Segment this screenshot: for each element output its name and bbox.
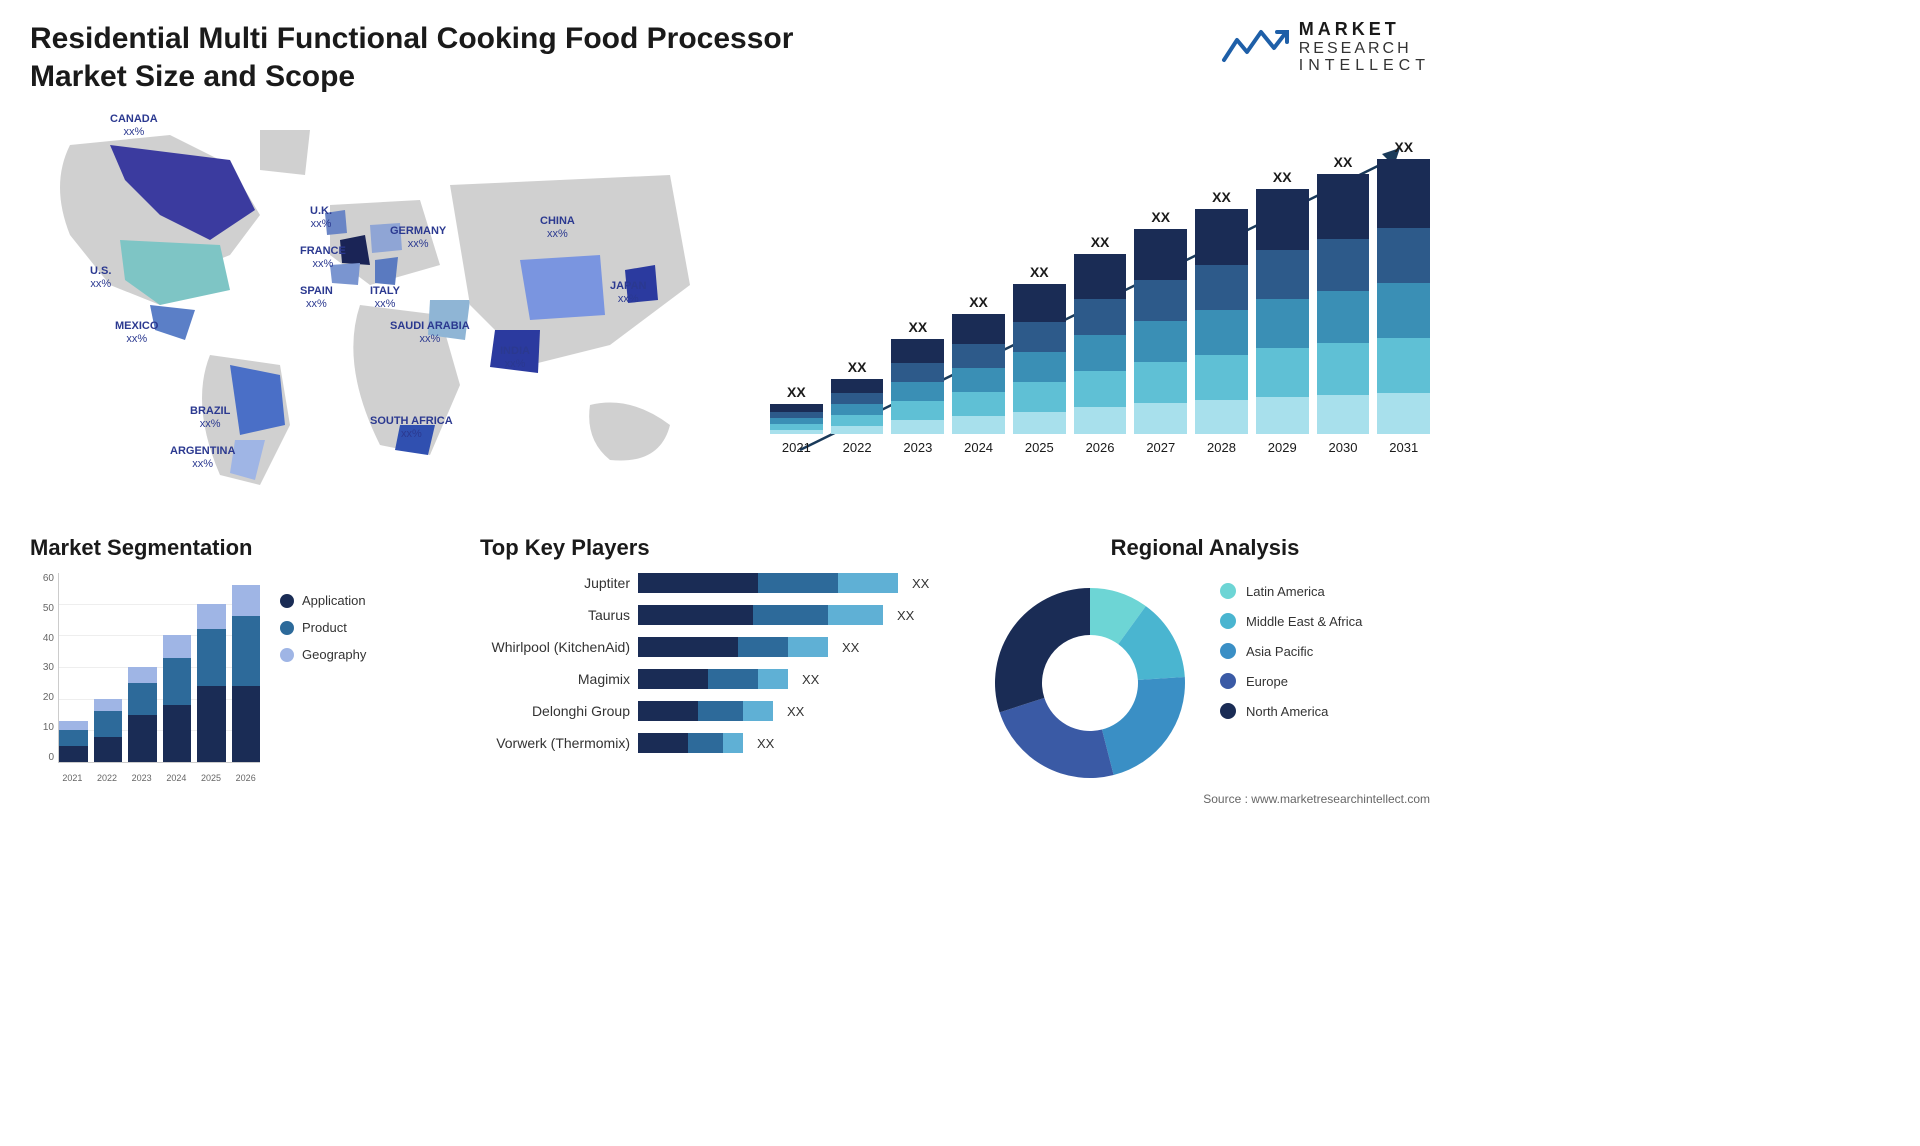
map-label: ARGENTINAxx%	[170, 445, 235, 471]
map-label: MEXICOxx%	[115, 320, 158, 346]
map-label: BRAZILxx%	[190, 405, 230, 431]
growth-bar-chart: XX2021XX2022XX2023XX2024XX2025XX2026XX20…	[770, 105, 1430, 505]
growth-bar: XX2027	[1134, 209, 1187, 455]
player-row: Vorwerk (Thermomix)XX	[480, 733, 950, 753]
players-title: Top Key Players	[480, 535, 950, 561]
growth-bar: XX2030	[1317, 154, 1370, 455]
growth-bar: XX2026	[1074, 234, 1127, 455]
map-label: JAPANxx%	[610, 280, 646, 306]
growth-bar: XX2024	[952, 294, 1005, 455]
map-label: SAUDI ARABIAxx%	[390, 320, 470, 346]
player-row: Delonghi GroupXX	[480, 701, 950, 721]
growth-bar: XX2025	[1013, 264, 1066, 455]
regional-legend-item: Europe	[1220, 673, 1362, 689]
logo-icon	[1219, 20, 1289, 75]
regional-legend-item: Middle East & Africa	[1220, 613, 1362, 629]
growth-bar: XX2022	[831, 359, 884, 455]
source-text: Source : www.marketresearchintellect.com	[1203, 792, 1430, 806]
map-label: SPAINxx%	[300, 285, 333, 311]
map-label: U.S.xx%	[90, 265, 111, 291]
growth-bar: XX2028	[1195, 189, 1248, 455]
map-label: CANADAxx%	[110, 113, 158, 139]
seg-bar	[232, 585, 261, 762]
seg-legend-item: Geography	[280, 647, 366, 662]
regional-legend: Latin America Middle East & Africa Asia Pa…	[1220, 573, 1362, 719]
seg-bar	[94, 699, 123, 762]
regional-panel: Latin America Middle East & Africa Asia Pa…	[980, 573, 1430, 793]
donut-slice	[1000, 698, 1114, 778]
segmentation-chart: 6050403020100 202120222023202420252026	[30, 573, 260, 783]
world-map: CANADAxx% U.S.xx% MEXICOxx% BRAZILxx% ARGENT…	[30, 105, 730, 505]
regional-legend-item: North America	[1220, 703, 1362, 719]
donut-slice	[995, 588, 1090, 712]
seg-legend-item: Application	[280, 593, 366, 608]
regional-title: Regional Analysis	[980, 535, 1430, 561]
seg-bar	[197, 604, 226, 762]
growth-bar: XX2021	[770, 384, 823, 455]
map-label: U.K.xx%	[310, 205, 332, 231]
map-label: CHINAxx%	[540, 215, 575, 241]
map-label: GERMANYxx%	[390, 225, 446, 251]
segmentation-legend: Application Product Geography	[280, 573, 366, 783]
player-row: Whirlpool (KitchenAid)XX	[480, 637, 950, 657]
seg-bar	[59, 721, 88, 762]
map-label: INDIAxx%	[500, 345, 530, 371]
brand-logo: MARKET RESEARCH INTELLECT	[1219, 20, 1430, 75]
growth-bar: XX2029	[1256, 169, 1309, 455]
map-label: ITALYxx%	[370, 285, 400, 311]
map-label: FRANCExx%	[300, 245, 346, 271]
donut-slice	[1102, 677, 1185, 775]
segmentation-title: Market Segmentation	[30, 535, 450, 561]
seg-bar	[128, 667, 157, 762]
player-row: JuptiterXX	[480, 573, 950, 593]
player-row: MagimixXX	[480, 669, 950, 689]
growth-bar: XX2023	[891, 319, 944, 455]
segmentation-panel: Market Segmentation 6050403020100 202120…	[30, 535, 450, 815]
logo-line2: RESEARCH	[1299, 40, 1430, 58]
growth-bar: XX2031	[1377, 139, 1430, 455]
regional-legend-item: Latin America	[1220, 583, 1362, 599]
seg-bar	[163, 635, 192, 762]
key-players-panel: Top Key Players JuptiterXX TaurusXX Whirlp…	[480, 535, 950, 815]
regional-donut	[980, 573, 1200, 793]
page-title: Residential Multi Functional Cooking Foo…	[30, 20, 880, 95]
map-label: SOUTH AFRICAxx%	[370, 415, 453, 441]
logo-line3: INTELLECT	[1299, 57, 1430, 75]
seg-legend-item: Product	[280, 620, 366, 635]
logo-line1: MARKET	[1299, 20, 1430, 40]
player-row: TaurusXX	[480, 605, 950, 625]
regional-legend-item: Asia Pacific	[1220, 643, 1362, 659]
